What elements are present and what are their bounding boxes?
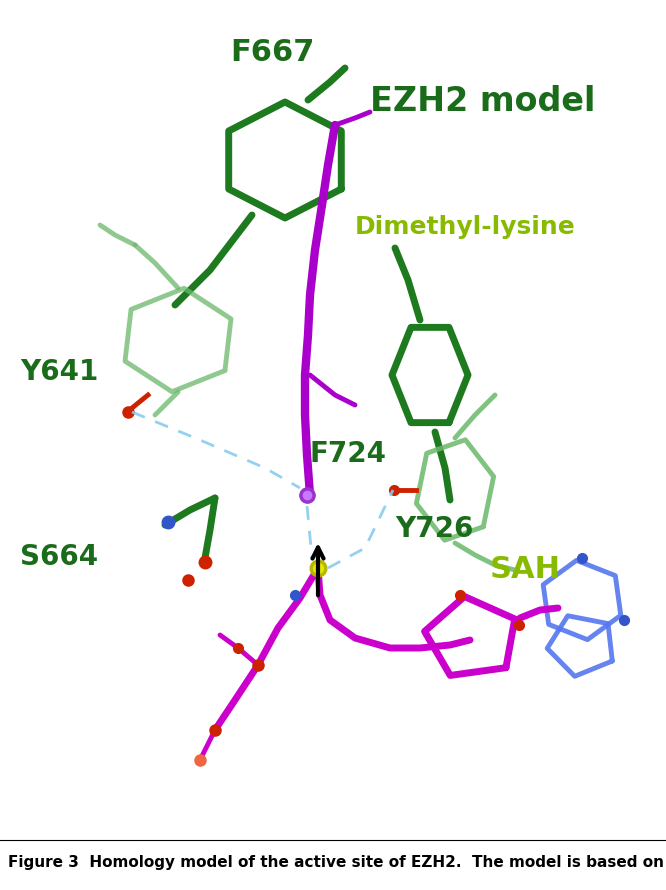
Text: F724: F724 bbox=[310, 440, 387, 468]
Text: S664: S664 bbox=[20, 543, 98, 571]
Text: Dimethyl-lysine: Dimethyl-lysine bbox=[355, 215, 575, 239]
Text: Figure 3  Homology model of the active site of EZH2.  The model is based on: Figure 3 Homology model of the active si… bbox=[8, 855, 664, 870]
Text: SAH: SAH bbox=[490, 555, 561, 584]
Text: Y726: Y726 bbox=[395, 515, 474, 543]
Text: Y641: Y641 bbox=[20, 358, 99, 386]
Text: F667: F667 bbox=[230, 38, 314, 67]
Text: EZH2 model: EZH2 model bbox=[370, 85, 595, 118]
